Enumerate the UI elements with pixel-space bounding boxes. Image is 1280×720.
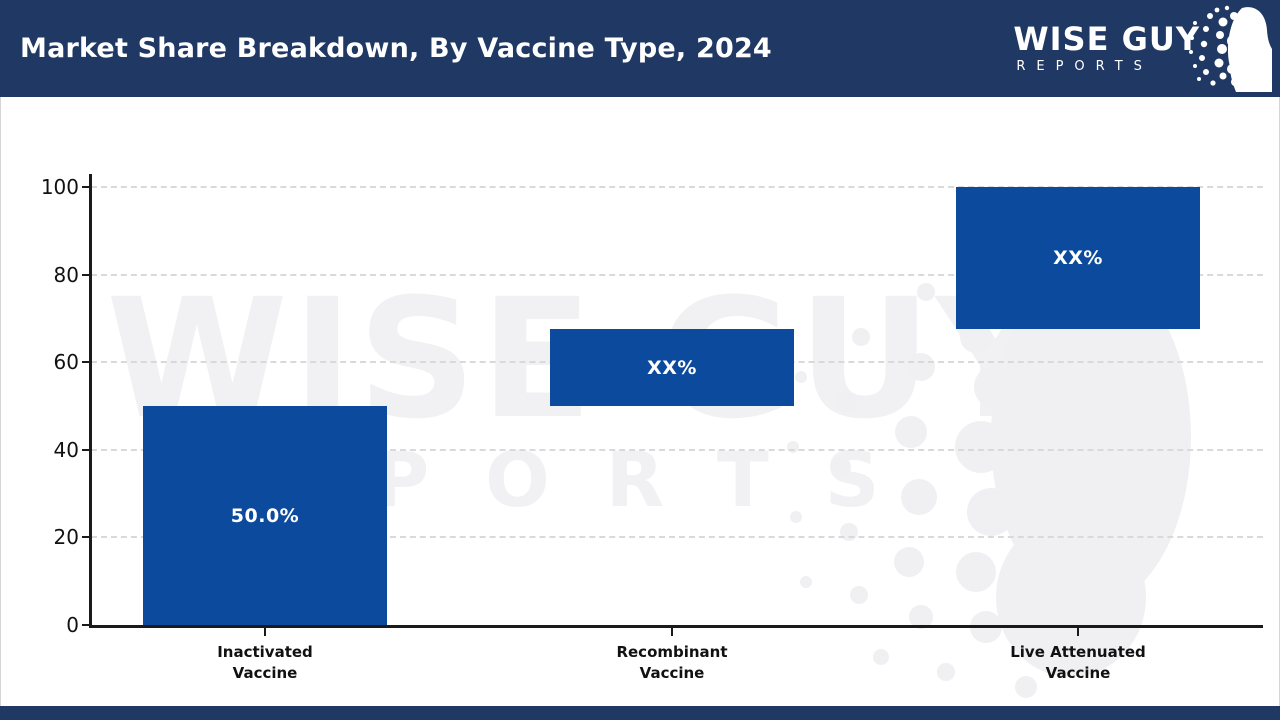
y-gridline xyxy=(91,273,1263,276)
bar-segment: XX% xyxy=(550,329,794,406)
bar-segment: 50.0% xyxy=(143,406,387,625)
brand-subname: REPORTS xyxy=(1016,59,1153,74)
x-axis-tick xyxy=(264,628,266,636)
y-axis-tick xyxy=(82,361,89,364)
y-axis-tick xyxy=(82,624,89,626)
y-axis-tick-label: 20 xyxy=(53,525,79,550)
x-axis-category-label: Inactivated Vaccine xyxy=(217,643,313,682)
x-axis-tick xyxy=(1077,628,1079,636)
watermark-face-icon xyxy=(787,267,1191,698)
footer-banner xyxy=(0,706,1280,720)
y-axis-line xyxy=(89,174,92,628)
x-axis-category-label: Recombinant Vaccine xyxy=(616,643,728,682)
brand-name: WISE GUY xyxy=(1013,20,1200,58)
brand-face-icon xyxy=(1189,5,1272,92)
y-axis-tick xyxy=(82,186,89,188)
y-gridline xyxy=(91,536,1263,539)
bar-value-label: XX% xyxy=(1053,247,1103,270)
header-banner: Market Share Breakdown, By Vaccine Type,… xyxy=(0,0,1280,97)
chart-canvas: WISE GUY REPORTS 0 20 40 60 80 100 50.0% Inacti… xyxy=(0,97,1280,706)
x-axis-tick xyxy=(671,628,673,636)
brand-logo: WISE GUY REPORTS xyxy=(1013,0,1280,97)
bar-value-label: XX% xyxy=(647,356,697,379)
x-axis-line xyxy=(89,625,1263,628)
y-axis-tick-label: 60 xyxy=(53,350,79,375)
y-axis-tick xyxy=(82,273,89,276)
y-gridline xyxy=(91,186,1263,188)
bar-segment: XX% xyxy=(956,187,1200,330)
y-axis-tick-label: 80 xyxy=(53,262,79,287)
brand-logo-text: WISE GUY REPORTS xyxy=(1013,23,1200,74)
page-title: Market Share Breakdown, By Vaccine Type,… xyxy=(20,33,772,64)
y-axis-tick xyxy=(82,536,89,539)
y-axis-tick-label: 0 xyxy=(66,613,79,637)
y-axis-tick-label: 100 xyxy=(40,175,79,199)
y-axis-tick xyxy=(82,448,89,451)
x-axis-category-label: Live Attenuated Vaccine xyxy=(1010,643,1146,682)
y-gridline xyxy=(91,448,1263,451)
bar-value-label: 50.0% xyxy=(230,504,300,527)
y-axis-tick-label: 40 xyxy=(53,437,79,462)
